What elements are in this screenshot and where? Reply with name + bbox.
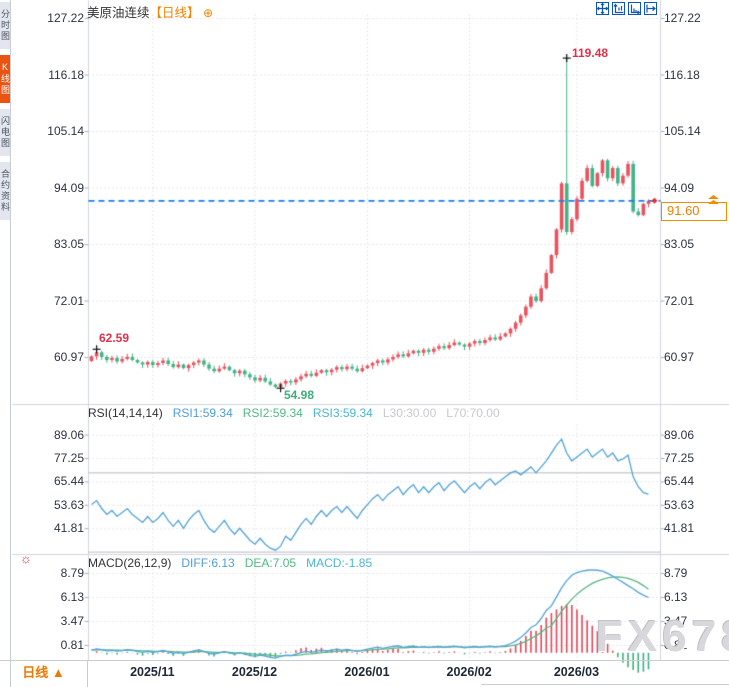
- tick-label: 6.13: [664, 589, 688, 604]
- sidebar-tab-time-chart[interactable]: 分时图: [0, 2, 10, 49]
- tick-label: 41.81: [664, 521, 695, 536]
- rsi2-value: RSI2:59.34: [242, 406, 303, 420]
- tick-label: 41.81: [53, 521, 84, 536]
- sidebar-tab-lightning-chart[interactable]: 闪电图: [0, 109, 10, 156]
- period-tag: 【日线】: [149, 6, 200, 20]
- scale-x-axis-icon[interactable]: [628, 2, 641, 15]
- current-price-badge: 91.60: [661, 202, 727, 221]
- tick-label: 65.44: [664, 474, 695, 489]
- tick-label: 127.22: [664, 11, 701, 25]
- tick-label: 60.97: [664, 350, 695, 365]
- tick-label: 94.09: [664, 180, 695, 195]
- scrollbar-hint[interactable]: [481, 684, 729, 685]
- period-selector[interactable]: 日线 ▲: [0, 660, 88, 687]
- macd-indicator-header: MACD(26,12,9) DIFF:6.13 DEA:7.05 MACD:-1.85: [88, 556, 372, 570]
- tick-label: 105.14: [47, 124, 84, 138]
- time-axis-label: 2026/01: [344, 665, 390, 679]
- time-axis-label: 2026/02: [446, 665, 492, 679]
- tick-label: 0.81: [664, 637, 688, 652]
- pan-right-icon[interactable]: [644, 2, 657, 15]
- macd-title: MACD(26,12,9): [88, 556, 172, 570]
- tick-label: 89.06: [53, 427, 84, 442]
- tick-label: 3.47: [664, 613, 688, 628]
- chart-type-sidebar: 分时图 K线图 闪电图 合约资料: [0, 0, 11, 687]
- tick-label: 94.09: [53, 180, 84, 195]
- scroll-to-latest-icon[interactable]: [707, 192, 720, 210]
- tick-label: 116.18: [48, 67, 84, 82]
- scale-y-axis-icon[interactable]: [612, 2, 625, 15]
- tick-label: 77.25: [53, 451, 84, 465]
- fx678-watermark: FX678: [596, 612, 729, 661]
- sidebar-tab-contract-info[interactable]: 合约资料: [0, 162, 10, 220]
- tick-label: 77.25: [664, 451, 695, 465]
- tick-label: 83.05: [664, 237, 695, 252]
- tick-label: 53.63: [664, 497, 695, 512]
- tick-label: 8.79: [664, 565, 688, 580]
- tick-label: 65.44: [53, 474, 84, 489]
- tick-label: 89.06: [664, 427, 695, 442]
- crosshair-move-icon[interactable]: [596, 2, 609, 15]
- rsi-l70-value: L70:70.00: [446, 406, 500, 420]
- tick-label: 72.01: [53, 293, 84, 308]
- rsi-title: RSI(14,14,14): [88, 406, 163, 420]
- tick-label: 60.97: [53, 350, 84, 365]
- indicator-settings-icon[interactable]: ☼: [20, 551, 32, 566]
- macd-diff-value: DIFF:6.13: [181, 556, 235, 570]
- macd-value: MACD:-1.85: [306, 556, 373, 570]
- sidebar-tab-kline-chart[interactable]: K线图: [0, 55, 10, 103]
- tick-label: 127.22: [47, 11, 84, 25]
- rsi1-value: RSI1:59.34: [172, 406, 233, 420]
- rsi3-value: RSI3:59.34: [312, 406, 373, 420]
- tick-label: 83.05: [53, 237, 84, 252]
- time-axis-label: 2025/12: [231, 665, 278, 679]
- macd-dea-value: DEA:7.05: [244, 556, 297, 570]
- peak-high-label: 119.48: [572, 46, 609, 60]
- rsi-l30-value: L30:30.00: [382, 406, 437, 420]
- symbol-name: 美原油连续: [87, 6, 150, 20]
- chart-title: 美原油连续【日线】 ⊕: [87, 2, 213, 21]
- tick-label: 72.01: [664, 293, 695, 308]
- tick-label: 116.18: [664, 67, 700, 82]
- chart-toolbar: [596, 2, 657, 15]
- tick-label: 8.79: [60, 565, 84, 580]
- rsi-indicator-header: RSI(14,14,14) RSI1:59.34 RSI2:59.34 RSI3:59…: [88, 406, 500, 420]
- tick-label: 6.13: [60, 589, 84, 604]
- time-axis-row: [0, 660, 729, 687]
- tick-label: 53.63: [53, 497, 84, 512]
- period-label: 日线: [22, 665, 49, 680]
- first-high-label: 62.59: [99, 331, 130, 345]
- low-label: 54.98: [284, 388, 315, 402]
- expand-circle-plus-icon[interactable]: ⊕: [203, 6, 214, 20]
- period-arrow-icon: ▲: [51, 665, 65, 680]
- tick-label: 105.14: [664, 124, 701, 138]
- time-axis-label: 2025/11: [130, 665, 175, 679]
- tick-label: 3.47: [60, 613, 84, 628]
- tick-label: 0.81: [60, 637, 84, 652]
- time-axis-label: 2026/03: [553, 665, 600, 679]
